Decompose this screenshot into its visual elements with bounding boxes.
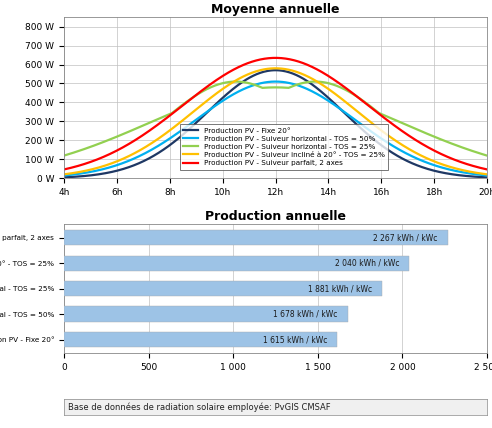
Production PV - Suiveur horizontal - TOS = 50% — [311, 90, 317, 95]
Production PV - Suiveur parfait, 2 axes — [61, 167, 67, 172]
Bar — [64, 306, 348, 322]
Production PV - Suiveur parfait, 2 axes — [252, 58, 258, 63]
Production PV - Fixe 20° — [170, 140, 176, 146]
Production PV - Suiveur horizontal - TOS = 25% — [253, 83, 259, 88]
Line: Production PV - Suiveur horizontal - TOS = 50%: Production PV - Suiveur horizontal - TOS… — [64, 82, 487, 175]
Bar — [64, 332, 338, 347]
Text: Base de données de radiation solaire employée: PvGIS CMSAF: Base de données de radiation solaire emp… — [68, 402, 331, 412]
Production PV - Suiveur parfait, 2 axes — [484, 167, 490, 172]
Production PV - Suiveur horizontal - TOS = 50% — [344, 111, 350, 116]
Production PV - Fixe 20° — [136, 161, 142, 166]
Production PV - Suiveur parfait, 2 axes — [272, 55, 278, 60]
Production PV - Suiveur horizontal - TOS = 25% — [61, 153, 67, 158]
Production PV - Suiveur incliné à 20° - TOS = 25% — [61, 172, 67, 177]
Production PV - Fixe 20° — [311, 83, 317, 89]
Text: 2 267 kWh / kWc: 2 267 kWh / kWc — [373, 233, 437, 242]
Production PV - Suiveur horizontal - TOS = 50% — [252, 82, 258, 87]
Line: Production PV - Suiveur incliné à 20° - TOS = 25%: Production PV - Suiveur incliné à 20° - … — [64, 68, 487, 174]
Production PV - Suiveur parfait, 2 axes — [170, 111, 176, 116]
Production PV - Suiveur horizontal - TOS = 25% — [380, 112, 386, 117]
Production PV - Fixe 20° — [252, 72, 258, 77]
Production PV - Fixe 20° — [61, 175, 67, 180]
Production PV - Suiveur horizontal - TOS = 50% — [380, 137, 386, 143]
Production PV - Suiveur horizontal - TOS = 25% — [170, 110, 176, 115]
Title: Production annuelle: Production annuelle — [205, 210, 346, 223]
Bar — [64, 230, 448, 245]
Production PV - Fixe 20° — [272, 68, 278, 73]
Production PV - Suiveur horizontal - TOS = 25% — [484, 153, 490, 158]
Production PV - Suiveur incliné à 20° - TOS = 25% — [311, 77, 317, 82]
Production PV - Suiveur incliné à 20° - TOS = 25% — [272, 66, 278, 71]
Production PV - Suiveur horizontal - TOS = 50% — [61, 173, 67, 178]
Title: Moyenne annuelle: Moyenne annuelle — [211, 3, 340, 16]
Text: 1 881 kWh / kWc: 1 881 kWh / kWc — [308, 284, 372, 293]
Production PV - Suiveur incliné à 20° - TOS = 25% — [252, 69, 258, 74]
Production PV - Suiveur horizontal - TOS = 50% — [170, 134, 176, 139]
Production PV - Suiveur parfait, 2 axes — [311, 65, 317, 71]
Production PV - Suiveur horizontal - TOS = 25% — [311, 79, 317, 84]
Production PV - Suiveur parfait, 2 axes — [380, 115, 386, 120]
Production PV - Suiveur incliné à 20° - TOS = 25% — [484, 172, 490, 177]
Production PV - Suiveur incliné à 20° - TOS = 25% — [344, 101, 350, 106]
Line: Production PV - Suiveur horizontal - TOS = 25%: Production PV - Suiveur horizontal - TOS… — [64, 82, 487, 156]
Line: Production PV - Suiveur parfait, 2 axes: Production PV - Suiveur parfait, 2 axes — [64, 58, 487, 169]
Text: 2 040 kWh / kWc: 2 040 kWh / kWc — [335, 259, 399, 268]
Production PV - Fixe 20° — [344, 113, 350, 118]
Production PV - Suiveur horizontal - TOS = 50% — [136, 154, 142, 159]
Production PV - Suiveur horizontal - TOS = 25% — [344, 88, 350, 93]
Text: 1 678 kWh / kWc: 1 678 kWh / kWc — [274, 309, 338, 318]
Text: 1 615 kWh / kWc: 1 615 kWh / kWc — [263, 335, 327, 344]
Production PV - Suiveur incliné à 20° - TOS = 25% — [136, 149, 142, 154]
Bar — [64, 281, 382, 296]
Production PV - Suiveur incliné à 20° - TOS = 25% — [170, 125, 176, 131]
Line: Production PV - Fixe 20°: Production PV - Fixe 20° — [64, 70, 487, 177]
Production PV - Fixe 20° — [380, 144, 386, 149]
Bar — [64, 256, 409, 271]
Production PV - Suiveur horizontal - TOS = 50% — [484, 173, 490, 178]
Production PV - Suiveur horizontal - TOS = 25% — [233, 79, 239, 84]
Production PV - Suiveur incliné à 20° - TOS = 25% — [380, 129, 386, 134]
Legend: Production PV - Fixe 20°, Production PV - Suiveur horizontal - TOS = 50%, Produc: Production PV - Fixe 20°, Production PV … — [180, 124, 388, 170]
Production PV - Suiveur horizontal - TOS = 50% — [272, 79, 278, 84]
Production PV - Fixe 20° — [484, 175, 490, 180]
Production PV - Suiveur parfait, 2 axes — [136, 135, 142, 140]
Production PV - Suiveur horizontal - TOS = 25% — [136, 125, 142, 130]
Production PV - Suiveur parfait, 2 axes — [344, 86, 350, 92]
